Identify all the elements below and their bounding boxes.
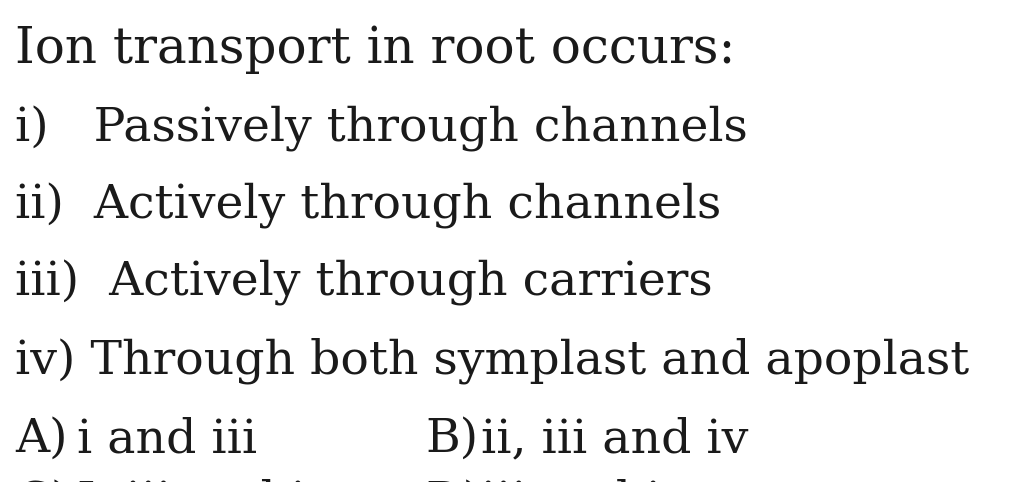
Text: i)   Passively through channels: i) Passively through channels (15, 106, 749, 152)
Text: A): A) (15, 417, 68, 462)
Text: ii, iii and iv: ii, iii and iv (481, 417, 749, 462)
Text: iv) Through both symplast and apoplast: iv) Through both symplast and apoplast (15, 337, 970, 384)
Text: ii)  Actively through channels: ii) Actively through channels (15, 183, 722, 229)
Text: C): C) (15, 480, 70, 482)
Text: iii)  Actively through carriers: iii) Actively through carriers (15, 260, 713, 307)
Text: Ion transport in root occurs:: Ion transport in root occurs: (15, 24, 735, 74)
Text: B): B) (425, 417, 478, 462)
Text: D): D) (425, 480, 481, 482)
Text: iii and iv: iii and iv (481, 480, 688, 482)
Text: I, iii and iv: I, iii and iv (77, 480, 333, 482)
Text: i and iii: i and iii (77, 417, 257, 462)
